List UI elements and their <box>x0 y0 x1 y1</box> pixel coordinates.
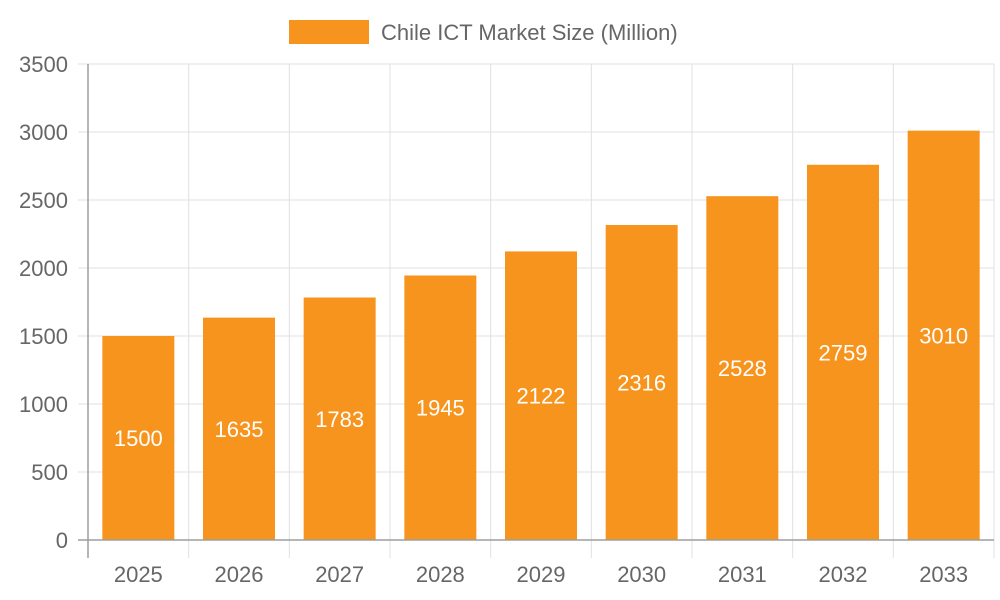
bar-2029[interactable] <box>505 251 577 540</box>
legend-label: Chile ICT Market Size (Million) <box>381 20 678 45</box>
x-tick-label: 2029 <box>517 562 566 587</box>
tick-labels: 0 500 1000 1500 2000 2500 3000 3500 1500 2025 1635… <box>19 52 968 587</box>
bar-value-label: 1945 <box>416 396 465 421</box>
bar-value-label: 2759 <box>819 340 868 365</box>
bar-2030[interactable] <box>605 225 678 541</box>
bar-2032[interactable] <box>807 164 879 540</box>
x-tick-label: 2028 <box>416 562 465 587</box>
y-tick-label: 2500 <box>19 188 68 213</box>
y-tick-label: 0 <box>56 528 68 553</box>
bar-2025[interactable] <box>102 336 175 540</box>
y-tick-label: 3500 <box>19 52 68 77</box>
bar-value-label: 1635 <box>215 417 264 442</box>
x-tick-label: 2026 <box>215 562 264 587</box>
bar-value-label: 2122 <box>517 384 566 409</box>
bar-2031[interactable] <box>706 196 779 540</box>
x-tick-label: 2025 <box>114 562 163 587</box>
bar-2027[interactable] <box>303 297 376 540</box>
bar-value-label: 1500 <box>114 426 163 451</box>
bar-value-label: 2316 <box>617 371 666 396</box>
x-tick-label: 2031 <box>718 562 767 587</box>
bars <box>102 130 980 541</box>
bar-value-label: 2528 <box>718 356 767 381</box>
y-tick-label: 2000 <box>19 256 68 281</box>
x-tick-label: 2027 <box>315 562 364 587</box>
bar-2028[interactable] <box>404 275 477 540</box>
y-tick-label: 3000 <box>19 120 68 145</box>
legend[interactable]: Chile ICT Market Size (Million) <box>289 20 678 45</box>
axes <box>78 63 994 558</box>
y-tick-label: 500 <box>31 460 68 485</box>
bar-value-label: 1783 <box>315 407 364 432</box>
y-tick-label: 1000 <box>19 392 68 417</box>
x-tick-label: 2030 <box>617 562 666 587</box>
y-tick-label: 1500 <box>19 324 68 349</box>
x-tick-label: 2032 <box>819 562 868 587</box>
bar-value-label: 3010 <box>919 323 968 348</box>
bar-2026[interactable] <box>203 317 275 540</box>
bar-2033[interactable] <box>907 130 980 540</box>
x-tick-label: 2033 <box>919 562 968 587</box>
legend-swatch <box>289 20 369 44</box>
